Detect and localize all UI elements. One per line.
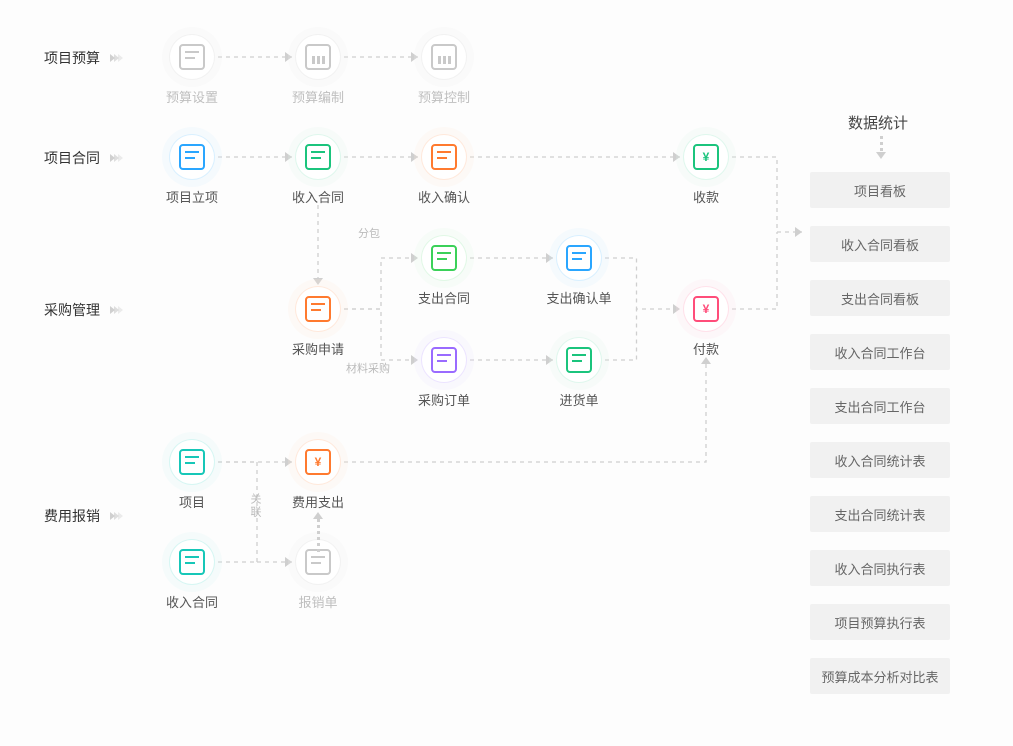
flow-node-label: 费用支出 (292, 492, 344, 511)
sidebar-button-6[interactable]: 支出合同统计表 (810, 496, 950, 532)
flow-node-label: 预算控制 (418, 87, 470, 106)
section-label: 采购管理 (44, 300, 100, 320)
yen-icon (693, 144, 719, 170)
flow-node-expense_income[interactable] (170, 540, 214, 584)
section-chevron-icon (110, 152, 132, 164)
flow-node-expense_out[interactable] (296, 440, 340, 484)
section-label: 项目预算 (44, 48, 100, 68)
sidebar-button-4[interactable]: 支出合同工作台 (810, 388, 950, 424)
chart-icon (305, 44, 331, 70)
sidebar-button-3[interactable]: 收入合同工作台 (810, 334, 950, 370)
flow-node-proj_init[interactable] (170, 135, 214, 179)
sidebar-button-1[interactable]: 收入合同看板 (810, 226, 950, 262)
lines-icon (179, 44, 205, 70)
lines-icon (566, 347, 592, 373)
sidebar-title: 数据统计 (848, 112, 908, 133)
lines-icon (431, 347, 457, 373)
lines-icon (179, 549, 205, 575)
section-label: 项目合同 (44, 148, 100, 168)
yen-icon (305, 449, 331, 475)
sidebar-button-5[interactable]: 收入合同统计表 (810, 442, 950, 478)
lines-icon (566, 245, 592, 271)
flow-node-purchase_req[interactable] (296, 287, 340, 331)
flow-node-label: 收款 (693, 187, 719, 206)
lines-icon (179, 449, 205, 475)
sidebar-button-9[interactable]: 预算成本分析对比表 (810, 658, 950, 694)
flow-node-label: 收入合同 (292, 187, 344, 206)
flow-node-label: 支出合同 (418, 288, 470, 307)
flow-node-budget_ctrl[interactable] (422, 35, 466, 79)
hint-label-fenbao: 分包 (358, 225, 380, 241)
lines-icon (305, 144, 331, 170)
lines-icon (179, 144, 205, 170)
lines-icon (305, 296, 331, 322)
section-label: 费用报销 (44, 506, 100, 526)
flow-node-label: 支出确认单 (546, 288, 611, 307)
sidebar-button-7[interactable]: 收入合同执行表 (810, 550, 950, 586)
section-chevron-icon (110, 510, 132, 522)
down-arrow-icon (876, 136, 886, 159)
flow-node-label: 采购申请 (292, 339, 344, 358)
lines-icon (431, 245, 457, 271)
sidebar-button-2[interactable]: 支出合同看板 (810, 280, 950, 316)
flow-node-budget_make[interactable] (296, 35, 340, 79)
chart-icon (431, 44, 457, 70)
flow-node-income_confirm[interactable] (422, 135, 466, 179)
up-arrow-icon (313, 512, 323, 555)
flow-node-expend_contract[interactable] (422, 236, 466, 280)
flow-node-receipt[interactable] (684, 135, 728, 179)
flow-node-payment[interactable] (684, 287, 728, 331)
flow-node-expend_confirm[interactable] (557, 236, 601, 280)
flow-node-income_contract[interactable] (296, 135, 340, 179)
flow-node-label: 进货单 (559, 390, 598, 409)
flow-node-label: 付款 (693, 339, 719, 358)
flow-node-expense_proj[interactable] (170, 440, 214, 484)
lines-icon (431, 144, 457, 170)
sidebar-button-0[interactable]: 项目看板 (810, 172, 950, 208)
yen-icon (693, 296, 719, 322)
flow-node-budget_setup[interactable] (170, 35, 214, 79)
hint-label-guanlian: 关联 (247, 493, 263, 519)
flow-node-label: 收入确认 (418, 187, 470, 206)
section-chevron-icon (110, 52, 132, 64)
flow-node-purchase_order[interactable] (422, 338, 466, 382)
flow-node-label: 项目 (179, 492, 205, 511)
sidebar-button-8[interactable]: 项目预算执行表 (810, 604, 950, 640)
section-chevron-icon (110, 304, 132, 316)
flow-node-label: 预算设置 (166, 87, 218, 106)
flow-node-label: 项目立项 (166, 187, 218, 206)
flow-node-label: 采购订单 (418, 390, 470, 409)
flow-node-label: 预算编制 (292, 87, 344, 106)
hint-label-caigou: 材料采购 (346, 360, 390, 376)
flow-node-label: 收入合同 (166, 592, 218, 611)
flow-node-label: 报销单 (298, 592, 337, 611)
flow-node-goods_in[interactable] (557, 338, 601, 382)
